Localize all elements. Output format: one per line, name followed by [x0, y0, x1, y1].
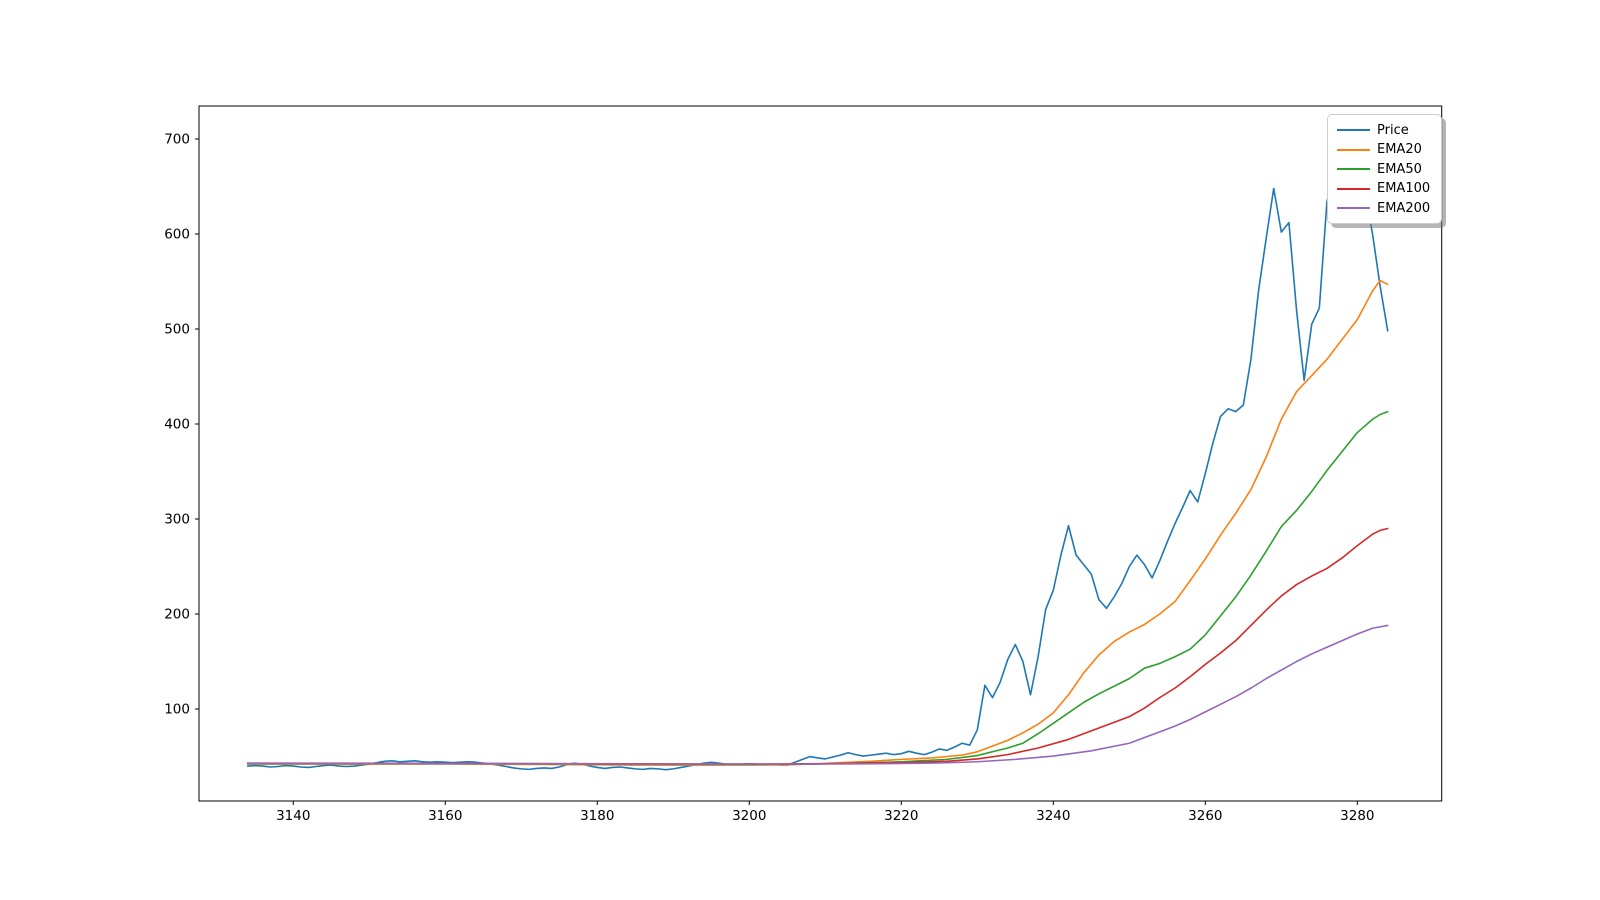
- legend-label: EMA20: [1377, 142, 1422, 157]
- ema20-line: [246, 279, 1389, 766]
- y-tick-label: 400: [164, 416, 190, 432]
- y-tick-label: 200: [164, 607, 190, 623]
- ema100-line: [246, 527, 1389, 765]
- legend-label: EMA100: [1377, 181, 1431, 196]
- y-tick-label: 700: [164, 131, 190, 147]
- x-tick-label: 3140: [276, 808, 310, 824]
- x-tick-label: 3160: [428, 808, 462, 824]
- x-tick-label: 3260: [1188, 808, 1222, 824]
- legend-label: EMA50: [1377, 161, 1422, 177]
- plot-frame: [198, 105, 1443, 802]
- legend-item-ema50: EMA50: [1337, 160, 1433, 178]
- ema200-line: [246, 624, 1389, 765]
- ema100-legend-line-icon: [1337, 187, 1370, 190]
- ema200-legend-line-icon: [1337, 207, 1370, 209]
- legend-item-ema100: EMA100: [1337, 180, 1433, 198]
- legend-item-price: Price: [1337, 121, 1433, 139]
- price-legend-line-icon: [1337, 129, 1370, 131]
- legend: Price EMA20 EMA50 EMA100 EMA200: [1327, 114, 1442, 224]
- x-tick-label: 3240: [1036, 808, 1070, 824]
- legend-label: EMA200: [1377, 200, 1431, 216]
- ema50-legend-line-icon: [1337, 168, 1370, 170]
- x-tick-label: 3180: [580, 808, 614, 824]
- x-tick-label: 3200: [732, 808, 766, 824]
- ema20-legend-line-icon: [1337, 148, 1370, 151]
- x-tick-label: 3280: [1340, 808, 1374, 824]
- y-tick-label: 600: [164, 226, 190, 242]
- legend-item-ema200: EMA200: [1337, 199, 1433, 217]
- y-tick-label: 500: [164, 321, 190, 337]
- price-line: [246, 138, 1389, 771]
- y-tick-label: 100: [164, 702, 190, 718]
- x-tick-label: 3220: [884, 808, 918, 824]
- legend-item-ema20: EMA20: [1337, 141, 1433, 159]
- legend-label: Price: [1377, 122, 1409, 138]
- y-tick-label: 300: [164, 512, 190, 528]
- ema50-line: [246, 410, 1389, 766]
